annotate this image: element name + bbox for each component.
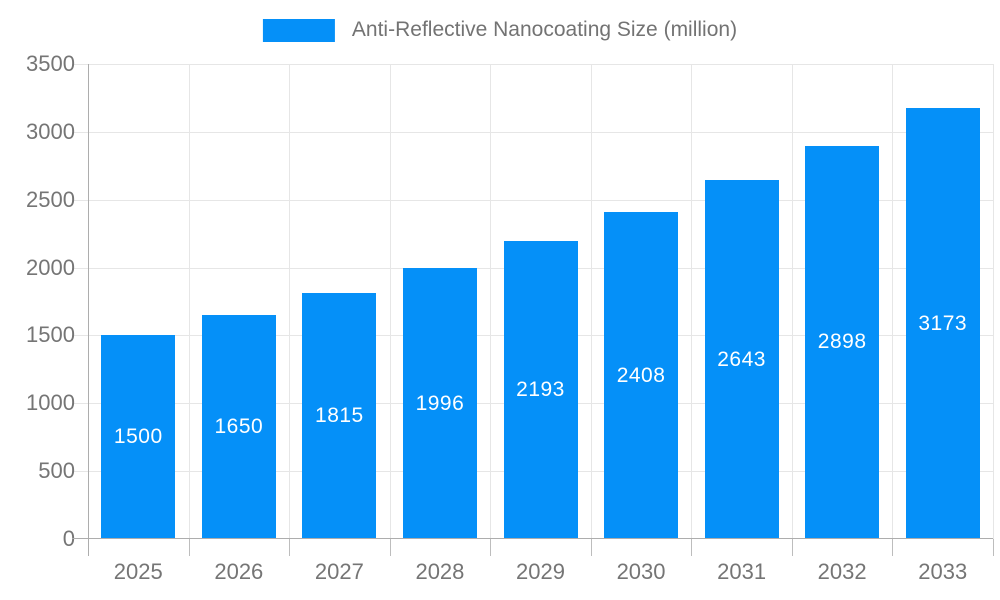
x-axis-tick: [993, 539, 994, 556]
bar-value-label: 3173: [918, 311, 968, 335]
bar-2027: 1815: [302, 292, 377, 539]
y-tick-label: 500: [38, 458, 75, 484]
y-tick-label: 1500: [26, 322, 75, 348]
x-tick-label: 2033: [918, 559, 968, 584]
x-tick-label: 2030: [616, 559, 666, 584]
v-gridline: [188, 64, 190, 539]
x-axis-tick: [188, 539, 190, 556]
x-axis-tick: [490, 539, 492, 556]
bar-value-label: 2643: [717, 347, 766, 371]
y-tick-label: 1000: [26, 390, 75, 416]
bar-value-label: 1815: [315, 403, 364, 427]
h-gridline: [72, 131, 993, 133]
bar-value-label: 2408: [616, 363, 666, 387]
v-gridline: [993, 64, 994, 539]
x-tick-label: 2027: [314, 559, 364, 584]
x-axis-tick: [289, 539, 291, 556]
x-tick-label: 2031: [717, 559, 767, 584]
bar-2032: 2898: [805, 145, 880, 539]
x-tick-label: 2032: [817, 559, 867, 584]
bar-value-label: 1996: [415, 391, 465, 415]
bar-value-label: 1650: [214, 415, 264, 439]
bar-2025: 1500: [101, 335, 176, 539]
h-gridline: [72, 199, 993, 201]
v-gridline: [389, 64, 391, 539]
v-gridline: [691, 64, 693, 539]
y-tick-label: 3500: [26, 51, 75, 76]
y-tick-label: 3000: [26, 118, 75, 144]
chart-legend[interactable]: Anti-Reflective Nanocoating Size (millio…: [262, 18, 738, 42]
bar-value-label: 2193: [516, 378, 565, 402]
v-gridline: [490, 64, 492, 539]
h-gridline: [72, 64, 993, 65]
bar-2029: 2193: [503, 241, 578, 539]
x-tick-label: 2025: [113, 559, 163, 584]
bar-value-label: 1500: [113, 425, 163, 449]
x-axis-tick: [590, 539, 592, 556]
legend-label: Anti-Reflective Nanocoating Size (millio…: [351, 18, 738, 41]
bar-2031: 2643: [704, 180, 779, 539]
x-axis-line: [72, 538, 993, 539]
v-gridline: [289, 64, 291, 539]
y-axis-line: [88, 64, 89, 556]
bar-2028: 1996: [402, 268, 477, 539]
legend-swatch: [262, 18, 335, 42]
x-tick-label: 2026: [214, 559, 264, 584]
x-axis-tick: [691, 539, 693, 556]
x-axis-tick: [389, 539, 391, 556]
x-axis-tick: [791, 539, 793, 556]
v-gridline: [590, 64, 592, 539]
v-gridline: [791, 64, 793, 539]
y-tick-label: 2500: [26, 186, 75, 212]
bar-2026: 1650: [201, 315, 276, 539]
bar-2033: 3173: [905, 108, 980, 539]
x-tick-label: 2029: [516, 559, 565, 584]
x-axis-tick: [892, 539, 894, 556]
v-gridline: [892, 64, 894, 539]
bar-value-label: 2898: [817, 330, 867, 354]
x-tick-label: 2028: [415, 559, 465, 584]
y-tick-label: 0: [62, 526, 75, 551]
plot-area: 1500 1650 1815 1996 2193 2408 2643 2898 3173: [72, 64, 994, 556]
bar-2030: 2408: [604, 212, 679, 539]
y-tick-label: 2000: [26, 254, 75, 280]
